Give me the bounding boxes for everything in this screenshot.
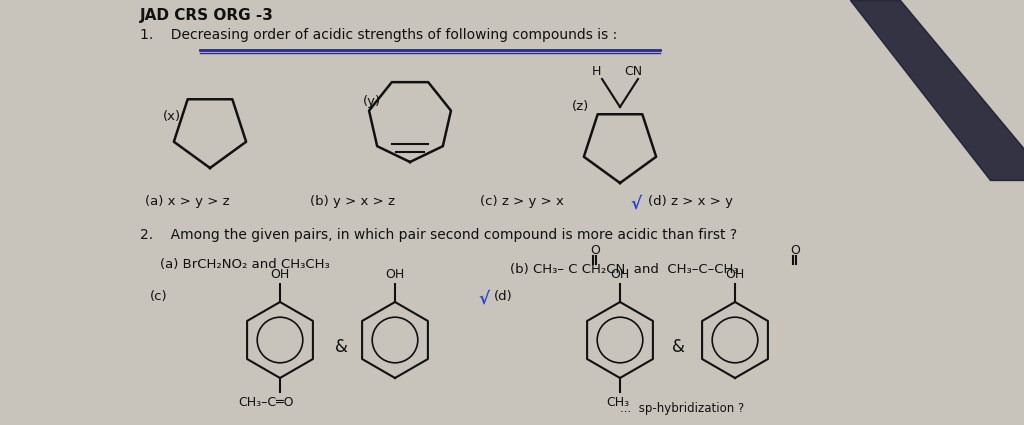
Text: 2.    Among the given pairs, in which pair second compound is more acidic than f: 2. Among the given pairs, in which pair …	[140, 228, 737, 242]
Text: JAD CRS ORG -3: JAD CRS ORG -3	[140, 8, 273, 23]
Text: (z): (z)	[572, 100, 589, 113]
Text: H: H	[592, 65, 601, 78]
Text: CH₃: CH₃	[606, 396, 629, 409]
Text: (d) z > x > y: (d) z > x > y	[648, 195, 733, 208]
Text: &: &	[672, 338, 685, 356]
Text: √: √	[478, 290, 489, 308]
Text: CN: CN	[624, 65, 642, 78]
Text: (y): (y)	[362, 95, 381, 108]
Text: &: &	[335, 338, 348, 356]
Text: O: O	[790, 244, 800, 257]
Text: ...  sp-hybridization ?: ... sp-hybridization ?	[620, 402, 744, 415]
Text: 1.    Decreasing order of acidic strengths of following compounds is :: 1. Decreasing order of acidic strengths …	[140, 28, 617, 42]
Text: OH: OH	[385, 268, 404, 281]
Text: (b) y > x > z: (b) y > x > z	[310, 195, 395, 208]
Text: OH: OH	[270, 268, 289, 281]
Text: (x): (x)	[163, 110, 181, 123]
Text: OH: OH	[725, 268, 744, 281]
Text: (b) CH₃– C CH₂CN  and  CH₃–C–CH₃: (b) CH₃– C CH₂CN and CH₃–C–CH₃	[510, 263, 738, 276]
Text: CH₃–C═O: CH₃–C═O	[238, 396, 294, 409]
Text: (c) z > y > x: (c) z > y > x	[480, 195, 564, 208]
Text: (a) BrCH₂NO₂ and CH₃CH₃: (a) BrCH₂NO₂ and CH₃CH₃	[160, 258, 330, 271]
Text: √: √	[630, 195, 641, 213]
Text: (c): (c)	[150, 290, 168, 303]
Text: (a) x > y > z: (a) x > y > z	[145, 195, 229, 208]
Text: (d): (d)	[494, 290, 513, 303]
Text: OH: OH	[610, 268, 630, 281]
Text: O: O	[590, 244, 600, 257]
